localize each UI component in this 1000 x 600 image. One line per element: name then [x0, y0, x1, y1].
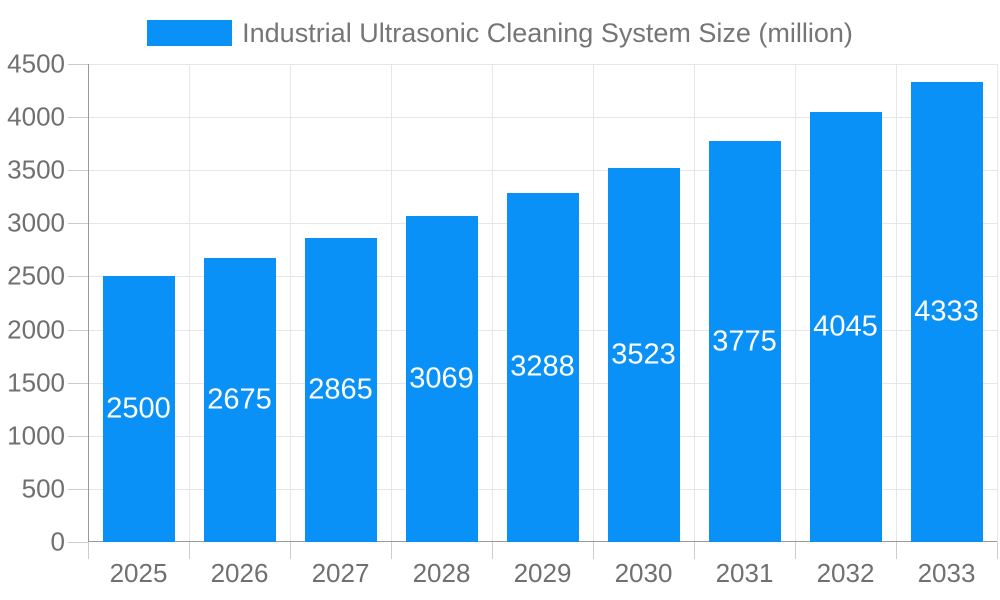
y-axis-label: 4500 [7, 48, 65, 79]
legend-swatch-icon [147, 20, 233, 46]
gridline-vertical [997, 64, 998, 542]
gridline-vertical [492, 64, 493, 542]
y-axis-label: 1500 [7, 367, 65, 398]
x-axis-label: 2033 [917, 558, 976, 588]
y-axis-label: 3500 [7, 154, 65, 185]
y-axis-label: 4000 [7, 101, 65, 132]
x-axis-label: 2028 [412, 558, 471, 588]
x-axis-tick [997, 542, 998, 559]
y-axis-tick [68, 117, 88, 119]
y-axis-label: 2500 [7, 260, 65, 291]
x-axis-tick [391, 542, 392, 559]
x-axis-label: 2032 [816, 558, 875, 588]
y-axis-tick [68, 382, 88, 384]
y-axis-label: 500 [21, 473, 65, 504]
y-axis-tick [68, 64, 88, 65]
bar-2026[interactable] [203, 257, 276, 542]
bar-2029[interactable] [506, 192, 579, 542]
x-axis-tick [694, 542, 695, 559]
gridline-horizontal [88, 117, 997, 119]
gridline-vertical [391, 64, 392, 542]
x-axis-tick [593, 542, 594, 559]
gridline-vertical [593, 64, 594, 542]
bar-2025[interactable] [102, 276, 175, 542]
x-axis-label: 2025 [109, 558, 168, 588]
legend-item[interactable]: Industrial Ultrasonic Cleaning System Si… [0, 18, 1000, 48]
x-axis-tick [290, 542, 291, 559]
y-axis-label: 0 [50, 526, 65, 557]
gridline-horizontal [88, 64, 997, 65]
plot-area: 2500 2675 2865 3069 3288 3523 3775 4045 4333 [88, 64, 998, 542]
x-axis-tick [189, 542, 190, 559]
y-axis-label: 1000 [7, 420, 65, 451]
gridline-vertical [290, 64, 291, 542]
gridline-vertical [896, 64, 897, 542]
x-axis-tick [795, 542, 796, 559]
x-axis-tick [896, 542, 897, 559]
y-axis-label: 3000 [7, 207, 65, 238]
bar-2032[interactable] [809, 112, 882, 542]
y-axis-tick [68, 276, 88, 278]
gridline-vertical [189, 64, 190, 542]
y-axis-tick [68, 435, 88, 437]
x-axis-label: 2026 [210, 558, 269, 588]
y-axis-tick [68, 542, 88, 543]
bar-2031[interactable] [708, 141, 781, 542]
y-axis-label: 2000 [7, 314, 65, 345]
y-axis-tick [68, 170, 88, 172]
gridline-vertical [795, 64, 796, 542]
x-axis-label: 2031 [715, 558, 774, 588]
y-axis-tick [68, 223, 88, 225]
y-axis-tick [68, 488, 88, 490]
x-axis-tick [88, 542, 89, 559]
y-axis-line [88, 64, 89, 542]
x-axis-label: 2027 [311, 558, 370, 588]
gridline-vertical [694, 64, 695, 542]
x-axis-label: 2030 [614, 558, 673, 588]
bar-2027[interactable] [304, 237, 377, 542]
gridline-horizontal [88, 170, 997, 172]
bar-2028[interactable] [405, 216, 478, 542]
bar-2033[interactable] [910, 81, 983, 542]
legend-label: Industrial Ultrasonic Cleaning System Si… [242, 18, 853, 48]
bar-2030[interactable] [607, 167, 680, 542]
x-axis-label: 2029 [513, 558, 572, 588]
y-axis-tick [68, 329, 88, 331]
x-axis-tick [492, 542, 493, 559]
